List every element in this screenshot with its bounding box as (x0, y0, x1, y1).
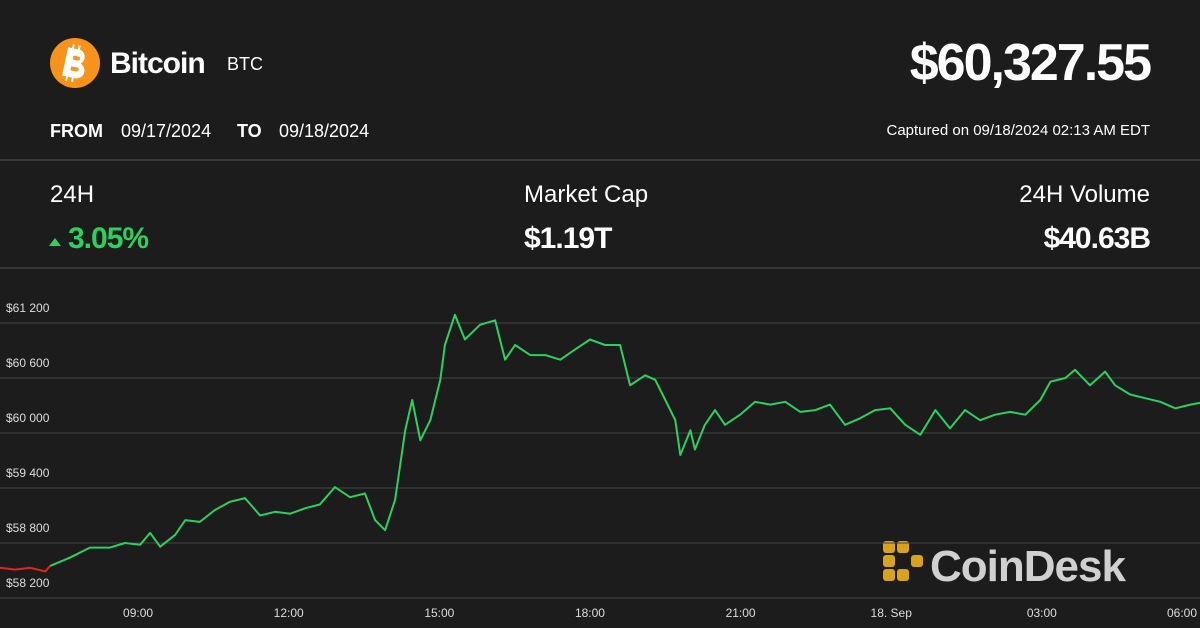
stat-value: $40.63B (1044, 222, 1151, 255)
coin-name: Bitcoin (110, 47, 205, 80)
to-date: 09/18/2024 (279, 121, 369, 141)
y-tick-label: $58 200 (6, 576, 50, 590)
y-tick-label: $59 400 (6, 466, 50, 480)
x-tick-label: 12:00 (274, 606, 304, 620)
x-tick-label: 06:00 (1167, 606, 1197, 620)
y-tick-label: $60 000 (6, 411, 50, 425)
up-arrow (49, 238, 61, 246)
stat-label: 24H (50, 181, 94, 208)
coin-symbol: BTC (227, 54, 263, 74)
y-tick-label: $58 800 (6, 521, 50, 535)
x-tick-label: 03:00 (1027, 606, 1057, 620)
price-line (49, 313, 1200, 567)
watermark: CoinDesk (930, 542, 1126, 591)
bitcoin-logo (50, 38, 100, 88)
stat-value: $1.19T (524, 222, 612, 255)
x-tick-label: 21:00 (726, 606, 756, 620)
stat-label: 24H Volume (1019, 181, 1150, 208)
to-label: TO (237, 121, 262, 141)
x-tick-label: 18. Sep (871, 606, 913, 620)
price-line (0, 565, 51, 573)
captured: Captured on 09/18/2024 02:13 AM EDT (886, 122, 1150, 139)
y-tick-label: $60 600 (6, 356, 50, 370)
y-tick-label: $61 200 (6, 301, 50, 315)
stat-value: 3.05% (68, 222, 148, 255)
price: $60,327.55 (910, 34, 1151, 92)
from-label: FROM (50, 121, 103, 141)
x-tick-label: 18:00 (575, 606, 605, 620)
watermark-logo (883, 541, 923, 581)
from-date: 09/17/2024 (121, 121, 211, 141)
stat-label: Market Cap (524, 181, 648, 208)
x-tick-label: 09:00 (123, 606, 153, 620)
plot: $58 200 $58 800 $59 400 $60 000 $60 600 $61 2… (0, 301, 1200, 620)
x-tick-label: 15:00 (424, 606, 454, 620)
